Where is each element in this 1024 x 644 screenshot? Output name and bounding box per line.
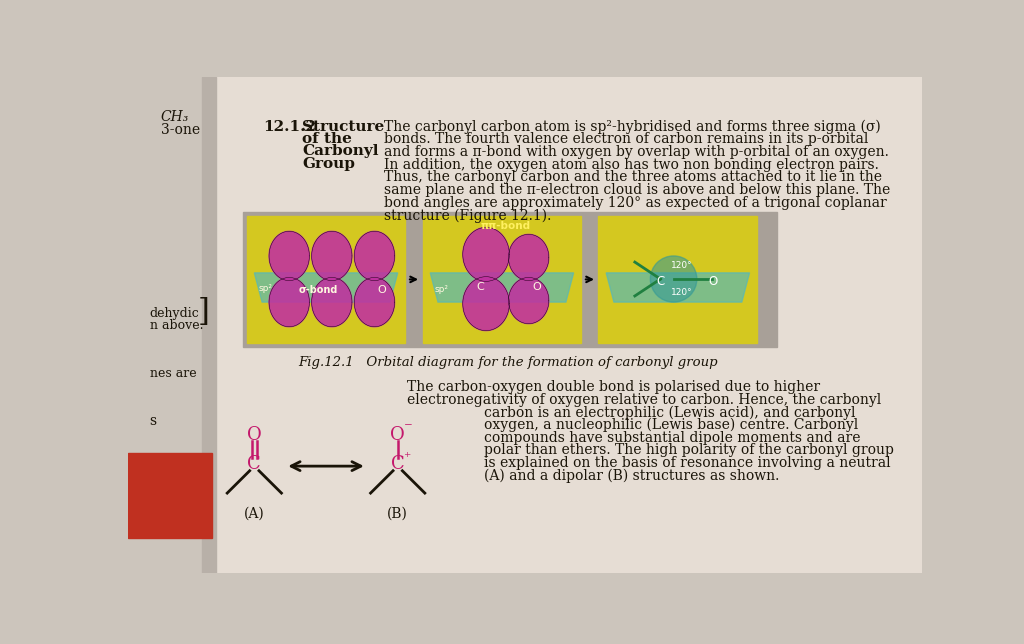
Text: ⁺: ⁺ (403, 451, 411, 465)
Circle shape (650, 256, 697, 302)
Bar (128, 453, 212, 538)
Bar (423, 216, 582, 343)
Polygon shape (254, 273, 397, 302)
Text: bonds. The fourth valence electron of carbon remains in its p-orbital: bonds. The fourth valence electron of ca… (384, 132, 868, 146)
Text: O: O (247, 426, 262, 444)
Polygon shape (463, 277, 509, 330)
Text: s: s (150, 414, 157, 428)
Text: 120°: 120° (671, 289, 692, 298)
Text: compounds have substantial dipole moments and are: compounds have substantial dipole moment… (484, 431, 861, 445)
Text: ]: ] (198, 297, 210, 328)
Text: of the: of the (302, 132, 352, 146)
Text: is explained on the basis of resonance involving a neutral: is explained on the basis of resonance i… (484, 456, 891, 470)
Bar (247, 216, 406, 343)
Text: O: O (709, 275, 718, 288)
Bar (598, 216, 758, 343)
Text: carbon is an electrophilic (Lewis acid), and carbonyl: carbon is an electrophilic (Lewis acid),… (484, 405, 856, 420)
Text: O: O (378, 285, 387, 295)
Polygon shape (311, 231, 352, 281)
Text: O: O (390, 426, 406, 444)
Text: bond angles are approximately 120° as expected of a trigonal coplanar: bond angles are approximately 120° as ex… (384, 196, 887, 210)
Text: sp²: sp² (434, 285, 449, 294)
Polygon shape (509, 234, 549, 281)
Polygon shape (606, 273, 750, 302)
Text: structure (Figure 12.1).: structure (Figure 12.1). (384, 209, 551, 223)
Text: The carbon-oxygen double bond is polarised due to higher: The carbon-oxygen double bond is polaris… (407, 380, 820, 394)
Text: σ-bond: σ-bond (298, 285, 338, 295)
Text: 120°: 120° (671, 261, 692, 270)
Text: n above.: n above. (150, 319, 203, 332)
Text: polar than ethers. The high polarity of the carbonyl group: polar than ethers. The high polarity of … (484, 444, 894, 457)
Bar (128, 77, 212, 573)
Text: C: C (656, 275, 665, 288)
Text: (B): (B) (387, 507, 409, 521)
Text: oxygen, a nucleophilic (Lewis base) centre. Carbonyl: oxygen, a nucleophilic (Lewis base) cent… (484, 418, 859, 432)
Text: same plane and the π-electron cloud is above and below this plane. The: same plane and the π-electron cloud is a… (384, 183, 890, 197)
Text: Thus, the carbonyl carbon and the three atoms attached to it lie in the: Thus, the carbonyl carbon and the three … (384, 171, 882, 184)
Polygon shape (269, 278, 309, 327)
Text: (A): (A) (244, 507, 264, 521)
Text: and forms a π-bond with oxygen by overlap with p-orbital of an oxygen.: and forms a π-bond with oxygen by overla… (384, 145, 889, 159)
Text: ππ-bond: ππ-bond (480, 222, 530, 231)
Text: sp²: sp² (258, 284, 272, 293)
Text: nes are: nes are (150, 367, 197, 380)
Text: The carbonyl carbon atom is sp²-hybridised and forms three sigma (σ): The carbonyl carbon atom is sp²-hybridis… (384, 120, 881, 134)
Text: Fig.12.1   Orbital diagram for the formation of carbonyl group: Fig.12.1 Orbital diagram for the formati… (298, 356, 718, 369)
Polygon shape (430, 273, 573, 302)
Text: Structure: Structure (302, 120, 385, 134)
Polygon shape (354, 231, 394, 281)
Polygon shape (311, 278, 352, 327)
Text: C: C (391, 455, 404, 473)
Bar (212, 77, 922, 573)
Text: (A) and a dipolar (B) structures as shown.: (A) and a dipolar (B) structures as show… (484, 469, 780, 483)
Polygon shape (509, 278, 549, 324)
Text: 12.1.2: 12.1.2 (263, 120, 316, 134)
Polygon shape (463, 227, 509, 281)
Text: 3-one: 3-one (161, 124, 200, 137)
Text: In addition, the oxygen atom also has two non bonding electron pairs.: In addition, the oxygen atom also has tw… (384, 158, 879, 172)
Text: O: O (532, 281, 541, 292)
Text: ⁻: ⁻ (403, 420, 412, 437)
Text: C: C (248, 455, 261, 473)
Polygon shape (269, 231, 309, 281)
Text: dehydic: dehydic (150, 307, 200, 319)
Bar (243, 212, 777, 346)
Text: electronegativity of oxygen relative to carbon. Hence, the carbonyl: electronegativity of oxygen relative to … (407, 393, 882, 406)
Text: CH₃: CH₃ (161, 109, 188, 124)
Bar (203, 77, 216, 573)
Text: C: C (476, 281, 483, 292)
Polygon shape (354, 278, 394, 327)
Text: Carbonyl: Carbonyl (302, 144, 379, 158)
Text: Group: Group (302, 156, 355, 171)
